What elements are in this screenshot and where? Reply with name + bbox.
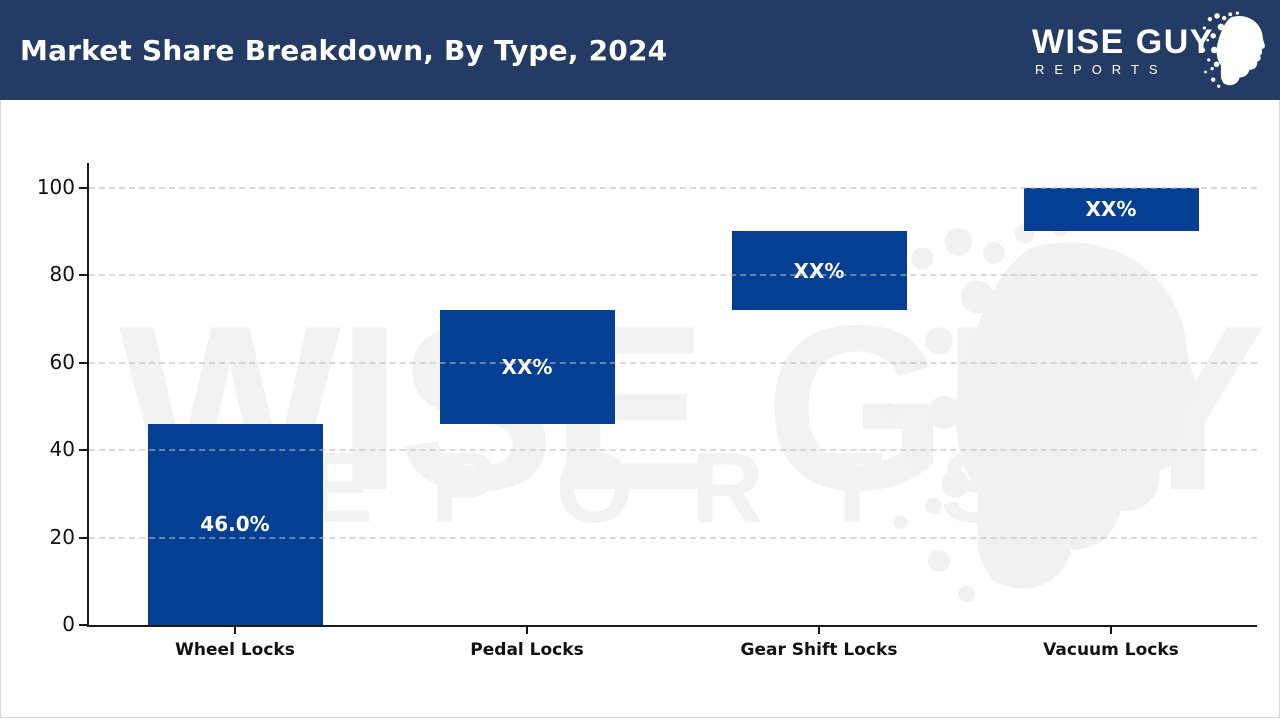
header: Market Share Breakdown, By Type, 2024 WI… — [0, 0, 1280, 100]
x-tick-1 — [526, 627, 528, 634]
y-tick-60 — [79, 361, 87, 364]
x-tick-3 — [1110, 627, 1112, 634]
bar-vacuum-locks: XX% — [1023, 187, 1199, 232]
x-tick-0 — [234, 627, 236, 634]
logo-subtitle: REPORTS — [1034, 61, 1168, 77]
x-category-label: Vacuum Locks — [1043, 640, 1179, 660]
y-tick-label-0: 0 — [62, 612, 75, 636]
x-category-label: Gear Shift Locks — [740, 640, 898, 660]
bar-gear-shift-locks: XX% — [731, 231, 907, 310]
chart-title: Market Share Breakdown, By Type, 2024 — [20, 33, 668, 67]
gridline-100 — [89, 186, 1257, 189]
chart-area: WISE GUY REPORTS 46.0% XX% XX% XX% 0 20 40 6 — [0, 100, 1280, 718]
y-tick-20 — [79, 536, 87, 539]
bar-value-label: XX% — [1085, 197, 1137, 222]
y-tick-0 — [79, 624, 87, 626]
y-tick-label-60: 60 — [49, 349, 75, 374]
logo-text: WISE GUY REPORTS — [1032, 25, 1214, 76]
y-tick-label-20: 20 — [49, 524, 75, 549]
gridline-60 — [89, 361, 1257, 364]
x-category-label: Pedal Locks — [470, 640, 584, 660]
gridline-20 — [89, 536, 1257, 539]
y-tick-40 — [79, 449, 87, 451]
wiseguy-logo: WISE GUY REPORTS — [1032, 6, 1266, 94]
logo-wordmark: WISE GUY — [1031, 22, 1214, 61]
bar-pedal-locks: XX% — [439, 310, 615, 424]
y-tick-80 — [79, 274, 87, 276]
face-profile-icon — [1201, 11, 1265, 88]
bar-value-label: XX% — [793, 258, 845, 283]
bar-wheel-locks: 46.0% — [147, 423, 323, 625]
gridline-80 — [89, 274, 1257, 276]
x-axis — [87, 625, 1257, 627]
bar-value-label: 46.0% — [200, 512, 270, 537]
y-tick-label-80: 80 — [49, 262, 75, 286]
y-tick-label-100: 100 — [36, 174, 75, 199]
x-tick-2 — [818, 627, 820, 634]
y-tick-100 — [79, 186, 87, 189]
y-axis — [87, 163, 89, 627]
y-tick-label-40: 40 — [49, 437, 75, 461]
bar-value-label: XX% — [501, 354, 553, 379]
x-category-label: Wheel Locks — [175, 640, 295, 660]
gridline-40 — [89, 449, 1257, 451]
